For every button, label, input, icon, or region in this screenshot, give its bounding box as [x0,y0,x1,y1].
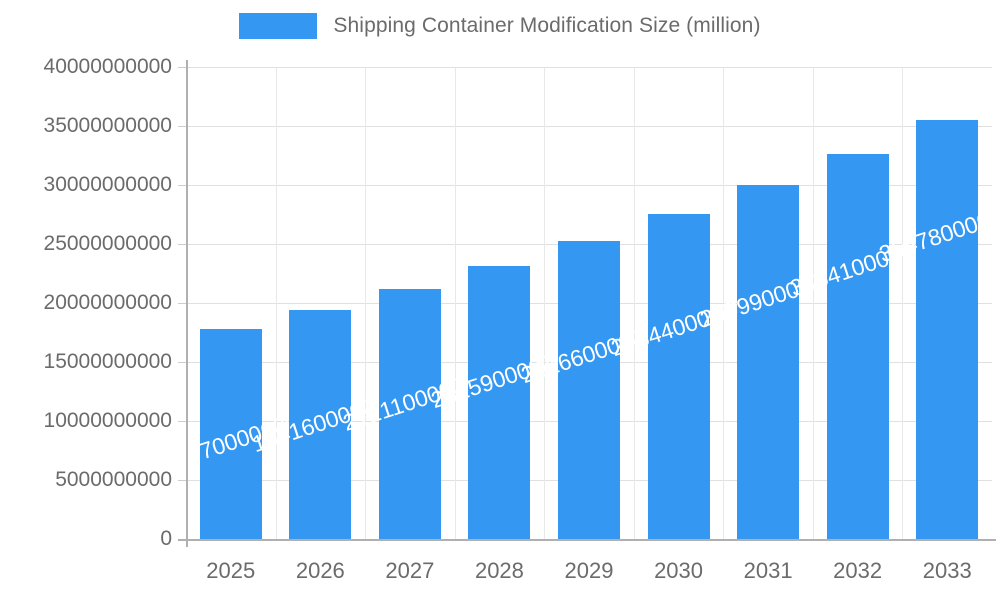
y-tick-mark [178,244,187,245]
y-tick-label: 40000000000 [43,55,172,78]
vertical-gridline [902,67,904,539]
gridline [186,126,992,127]
y-axis-line [186,60,188,547]
x-tick-label: 2027 [385,558,435,583]
y-tick-label: 30000000000 [43,173,172,196]
y-tick-mark [178,421,187,422]
vertical-gridline [812,67,814,539]
bar[interactable] [468,265,531,539]
gridline [186,67,992,68]
bar[interactable] [916,120,979,539]
x-axis-line [178,539,996,541]
bar[interactable] [647,213,710,539]
y-tick-label: 10000000000 [43,409,172,432]
bar[interactable] [378,288,441,539]
x-tick-label: 2030 [654,558,704,583]
y-tick-mark [178,362,187,363]
y-tick-label: 5000000000 [55,468,172,491]
bar[interactable] [826,153,889,539]
x-tick-label: 2025 [206,558,256,583]
legend-item-shipping-container[interactable]: Shipping Container Modification Size (mi… [239,13,760,39]
bar[interactable] [289,309,352,539]
vertical-gridline [275,67,277,539]
x-tick-label: 2033 [922,558,972,583]
bar[interactable] [737,185,800,539]
bar[interactable] [199,329,262,539]
y-tick-mark [178,185,187,186]
bar[interactable] [558,240,620,539]
y-tick-mark [178,67,187,68]
vertical-gridline [544,67,546,539]
x-tick-label: 2031 [743,558,793,583]
y-tick-label: 20000000000 [43,291,172,314]
y-tick-mark [178,303,187,304]
vertical-gridline [633,67,635,539]
x-tick-label: 2026 [295,558,345,583]
y-tick-mark [178,480,187,481]
x-tick-label: 2028 [474,558,524,583]
y-tick-label: 35000000000 [43,114,172,137]
plot-area: 17770000000 19416000000 21211000000 2315900… [160,67,1000,539]
legend-color-swatch-icon [239,13,318,39]
y-tick-label: 15000000000 [43,350,172,373]
y-tick-label: 0 [160,527,172,550]
gridline [186,185,992,186]
y-axis-labels: 40000000000 35000000000 30000000000 2500… [0,0,178,600]
chart-legend: Shipping Container Modification Size (mi… [0,0,1000,52]
x-tick-label: 2029 [564,558,614,583]
x-tick-label: 2032 [833,558,883,583]
y-tick-label: 25000000000 [43,232,172,255]
vertical-gridline [365,67,367,539]
vertical-gridline [723,67,725,539]
vertical-gridline [454,67,456,539]
legend-item-label: Shipping Container Modification Size (mi… [333,14,761,37]
y-tick-mark [178,126,187,127]
